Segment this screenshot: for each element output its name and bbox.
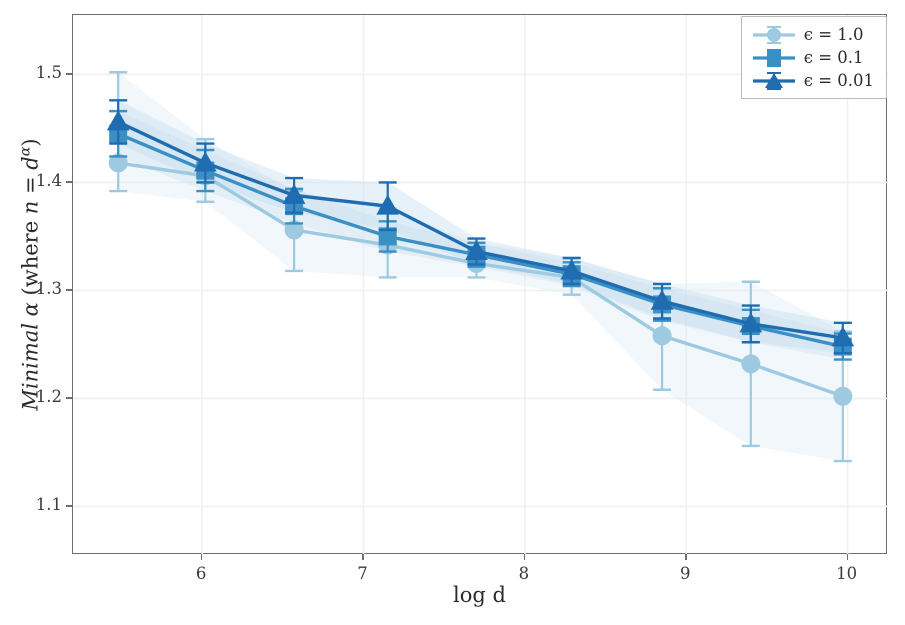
data-point-circle (652, 326, 672, 346)
x-tick-mark (846, 554, 849, 560)
plot-svg (73, 15, 888, 555)
data-point-triangle (560, 259, 584, 280)
legend-marker-square-icon (750, 47, 798, 69)
legend-point-triangle (764, 72, 783, 88)
data-point-triangle (106, 110, 130, 131)
data-point-triangle (376, 194, 400, 215)
legend-label: ϵ = 1.0 (803, 25, 864, 44)
data-point-triangle (831, 326, 855, 347)
x-tick-mark (362, 554, 364, 560)
y-tick-label: 1.4 (35, 171, 62, 191)
x-tick-label: 6 (195, 564, 207, 583)
x-tick-mark (201, 554, 203, 560)
y-tick-mark (66, 397, 72, 399)
y-tick-label: 1.1 (35, 495, 62, 515)
legend-point-square (766, 50, 781, 65)
x-tick-label: 9 (680, 564, 691, 583)
data-point-triangle (739, 312, 763, 333)
x-tick-mark (685, 554, 687, 560)
plot-area (72, 14, 888, 555)
confidence-band (118, 100, 843, 354)
data-point-triangle (650, 289, 674, 310)
y-tick-mark (66, 505, 72, 507)
legend-item: ϵ = 0.1 (750, 46, 874, 69)
legend-label: ϵ = 0.01 (803, 71, 874, 90)
data-point-triangle (282, 183, 306, 204)
x-tick-label: 10 (836, 564, 858, 583)
y-tick-mark (66, 73, 72, 75)
x-axis-label: log d (453, 583, 506, 607)
legend-marker-triangle-icon (750, 70, 798, 92)
legend-marker-circle-icon (750, 24, 798, 46)
series-group (106, 99, 855, 355)
legend-label: ϵ = 0.1 (803, 48, 864, 67)
x-tick-mark (523, 554, 526, 560)
x-tick-label: 7 (357, 564, 368, 583)
y-tick-label: 1.3 (35, 279, 62, 299)
y-axis-label: Minimal α (where n = dα) (17, 138, 43, 411)
data-point-triangle (193, 151, 217, 172)
y-tick-label: 1.2 (35, 387, 62, 407)
y-tick-mark (66, 289, 72, 291)
legend-point-circle (766, 27, 781, 42)
data-point-circle (833, 386, 853, 406)
y-tick-mark (66, 181, 72, 183)
legend-item: ϵ = 1.0 (750, 23, 874, 46)
chart-legend: ϵ = 1.0 ϵ = 0.1 ϵ = 0.01 (740, 16, 887, 99)
data-point-circle (741, 354, 761, 374)
legend-item: ϵ = 0.01 (750, 69, 874, 92)
y-tick-label: 1.5 (35, 63, 62, 83)
data-point-triangle (465, 240, 488, 261)
x-tick-label: 8 (518, 564, 530, 583)
